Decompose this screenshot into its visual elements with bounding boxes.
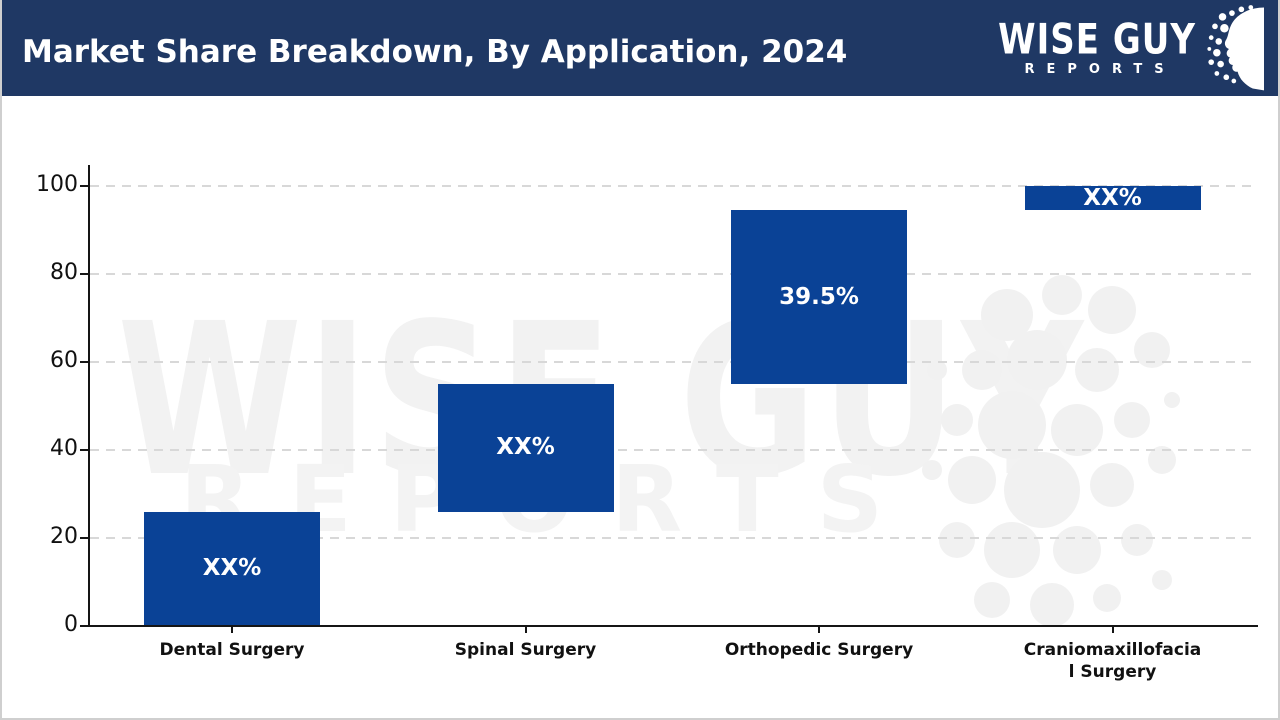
logo-wiseguy-text: WISE GUY [998, 15, 1196, 64]
x-tick-label: Dental Surgery [82, 639, 382, 661]
y-gridline [90, 537, 1258, 539]
logo-head-icon [1207, 5, 1264, 91]
x-tick-label: Orthopedic Surgery [669, 639, 969, 661]
y-tick-label: 20 [50, 524, 78, 549]
y-tick-label: 0 [64, 612, 78, 637]
y-tick-label: 40 [50, 436, 78, 461]
page-title: Market Share Breakdown, By Application, … [22, 34, 848, 70]
x-tick-mark [1111, 626, 1114, 633]
wise-guy-reports-logo: WISE GUY REPORTS [998, 5, 1264, 91]
x-tick-label-line: Orthopedic Surgery [724, 640, 914, 660]
y-tick-label: 100 [36, 172, 78, 197]
x-tick-label: Craniomaxillofacia l Surgery [963, 639, 1263, 683]
bar-2: XX% [437, 384, 614, 512]
y-tick-mark [80, 185, 88, 187]
x-axis-line [88, 625, 1258, 627]
logo-text: WISE GUY REPORTS [998, 15, 1196, 77]
x-tick-mark [818, 626, 820, 633]
bar-3: 39.5% [731, 210, 907, 384]
x-tick-mark [231, 626, 233, 633]
watermark-dotted-head [922, 275, 1180, 627]
x-tick-label-line: Dental Surgery [159, 640, 305, 660]
x-tick-label-line: l Surgery [1068, 662, 1157, 683]
bar-value-label: XX% [1083, 184, 1142, 211]
x-tick-label: Spinal Surgery [376, 639, 676, 661]
y-gridline [90, 273, 1258, 275]
y-gridline [90, 185, 1258, 187]
y-gridline [90, 361, 1258, 363]
bar-value-label: XX% [496, 434, 555, 461]
y-gridline [90, 449, 1258, 451]
y-tick-mark [80, 625, 88, 627]
x-tick-mark [524, 626, 527, 633]
bar-1: XX% [144, 511, 320, 626]
y-tick-label: 60 [50, 348, 78, 373]
bar-4: XX% [1024, 184, 1201, 211]
header-bar: Market Share Breakdown, By Application, … [2, 0, 1278, 96]
x-tick-label-line: Craniomaxillofacia [1023, 640, 1202, 660]
y-tick-mark [80, 537, 88, 539]
y-tick-mark [80, 273, 88, 275]
y-tick-mark [80, 449, 88, 451]
bar-value-label: XX% [202, 555, 262, 582]
x-tick-label-line: Spinal Surgery [454, 640, 597, 660]
y-axis-line [88, 165, 90, 627]
bar-value-label: 39.5% [779, 283, 859, 310]
y-tick-mark [80, 361, 88, 363]
logo-reports-text: REPORTS [1024, 61, 1176, 77]
y-tick-label: 80 [50, 260, 78, 285]
